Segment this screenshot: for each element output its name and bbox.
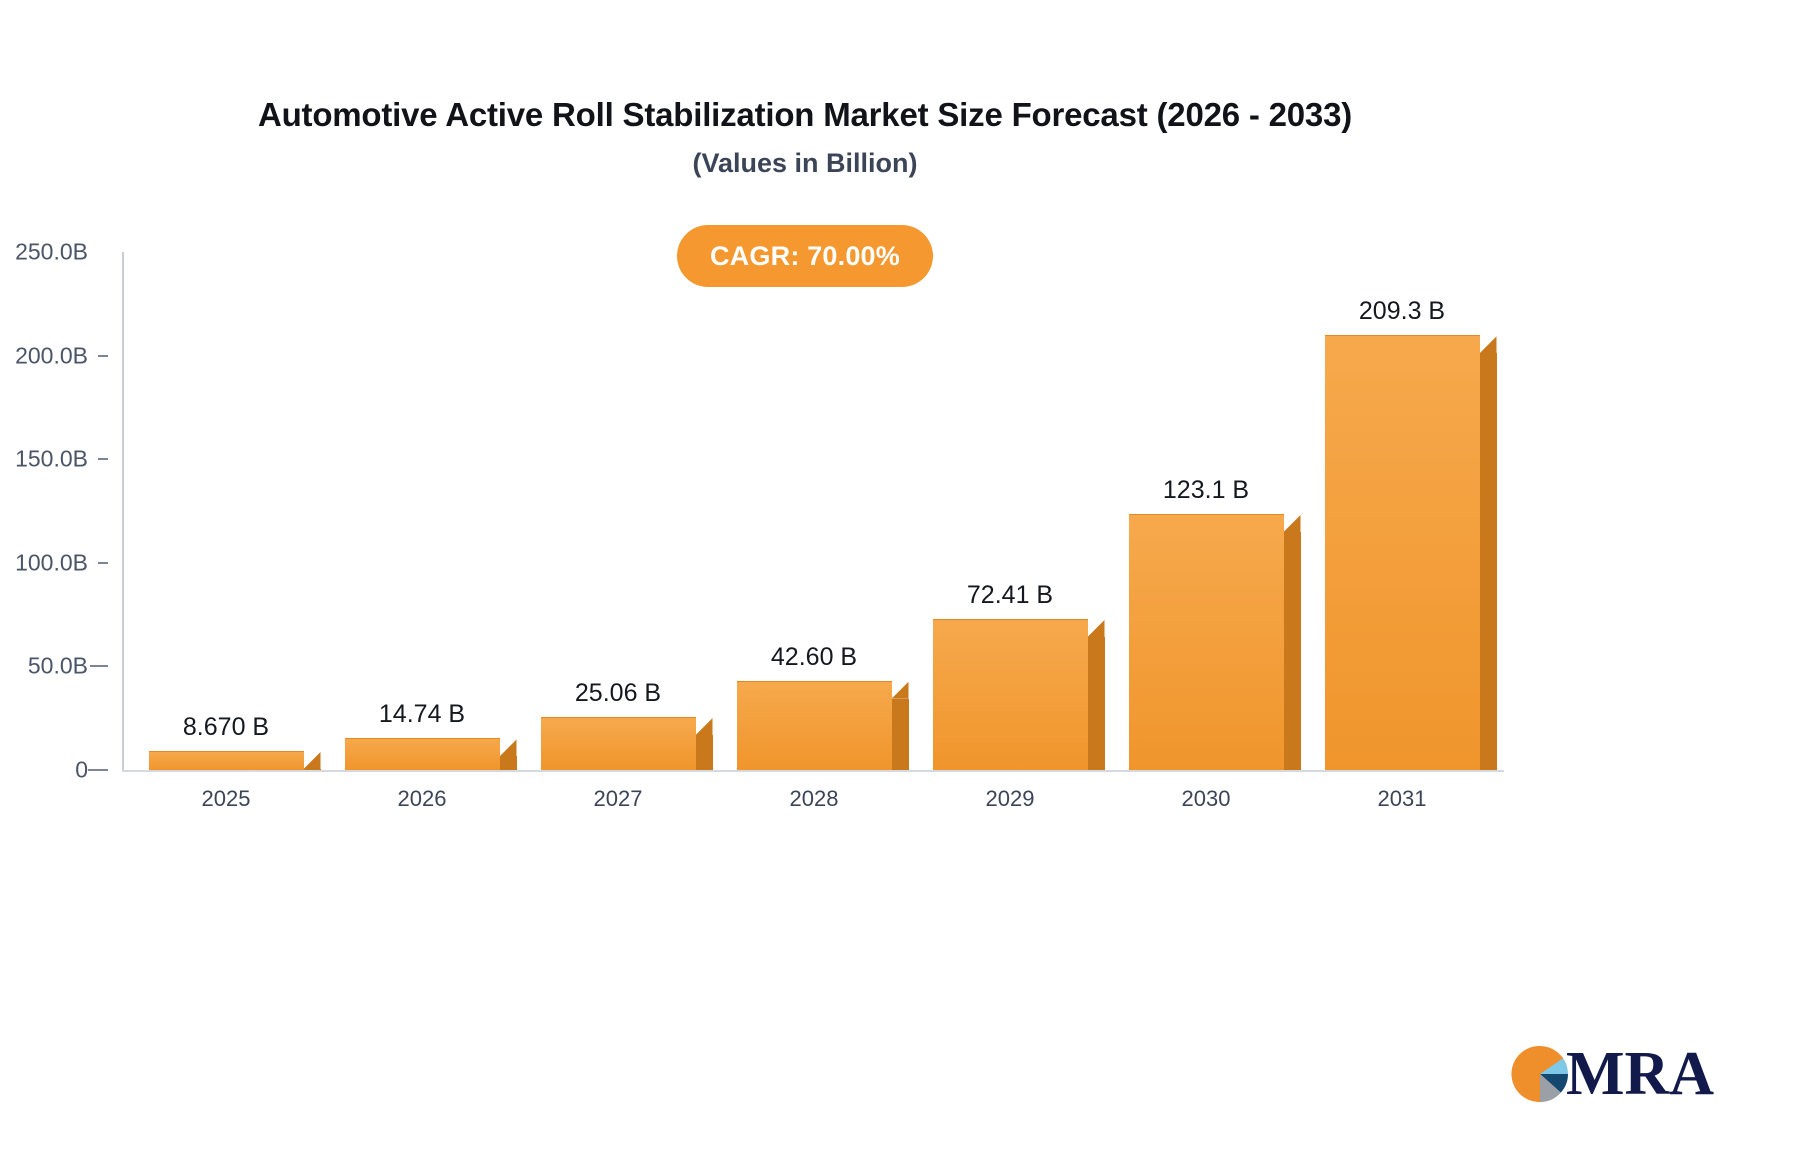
cagr-badge: CAGR: 70.00% xyxy=(677,225,933,287)
y-axis-tick-label: 0 xyxy=(75,756,88,783)
x-axis-tick-label-2028: 2028 xyxy=(789,786,839,811)
bar-2027[interactable]: 25.06 B xyxy=(540,679,713,770)
y-axis-tick xyxy=(98,458,108,461)
bar-2025[interactable]: 8.670 B xyxy=(148,713,321,770)
bar-front-face xyxy=(344,738,500,770)
bar-side-face xyxy=(303,769,321,770)
bar-2031[interactable]: 209.3 B xyxy=(1324,297,1497,770)
bar-2030[interactable]: 123.1 B xyxy=(1128,476,1301,770)
bar-side-face xyxy=(499,756,517,770)
mra-logo: MRA xyxy=(1508,1042,1714,1106)
x-axis-tick-label-2027: 2027 xyxy=(593,786,643,811)
bar-top-chamfer xyxy=(303,752,321,770)
bar-front-face xyxy=(540,717,696,770)
y-axis-line xyxy=(122,252,124,772)
title-block: Automotive Active Roll Stabilization Mar… xyxy=(0,96,1610,179)
bar-front-face xyxy=(1128,513,1284,770)
x-axis-tick-label-2025: 2025 xyxy=(201,786,251,811)
bar-side-face xyxy=(1283,531,1301,770)
y-axis-tick xyxy=(88,769,108,771)
bar-front-face xyxy=(932,618,1088,770)
bar-2026[interactable]: 14.74 B xyxy=(344,700,517,770)
y-axis-tick-label: 150.0B xyxy=(15,445,88,472)
y-axis-tick xyxy=(98,354,108,357)
bar-top-chamfer xyxy=(1283,514,1301,532)
bar-top-chamfer xyxy=(1479,336,1497,354)
bar-front-face xyxy=(736,680,892,770)
bar-front-face xyxy=(1324,335,1480,770)
bar-2029[interactable]: 72.41 B xyxy=(932,581,1105,770)
bar-top-chamfer xyxy=(499,739,517,757)
y-axis-tick-label: 200.0B xyxy=(15,342,88,369)
bar-value-label: 123.1 B xyxy=(1162,475,1250,504)
pie-chart-icon xyxy=(1511,1045,1568,1102)
x-axis-tick-label-2030: 2030 xyxy=(1181,786,1231,811)
bar-side-face xyxy=(1087,636,1105,770)
page-title: Automotive Active Roll Stabilization Mar… xyxy=(257,96,1353,133)
logo-wordmark: MRA xyxy=(1566,1040,1715,1108)
bar-value-label: 14.74 B xyxy=(378,700,466,729)
bar-value-label: 25.06 B xyxy=(574,679,662,708)
x-axis-tick-label-2031: 2031 xyxy=(1377,786,1427,811)
bar-2028[interactable]: 42.60 B xyxy=(736,643,909,770)
bar-side-face xyxy=(1479,353,1497,770)
y-axis-tick xyxy=(98,561,108,564)
bar-top-chamfer xyxy=(891,681,909,699)
x-axis-line xyxy=(122,770,1504,772)
x-axis-tick-label-2026: 2026 xyxy=(397,786,447,811)
bar-value-label: 42.60 B xyxy=(770,642,858,671)
bar-top-chamfer xyxy=(1087,619,1105,637)
y-axis-tick xyxy=(90,665,108,668)
bar-value-label: 72.41 B xyxy=(966,580,1054,609)
y-axis-tick-label: 250.0B xyxy=(15,238,88,265)
cagr-badge-label: CAGR: 70.00% xyxy=(710,240,900,271)
y-axis-tick-label: 50.0B xyxy=(27,652,88,679)
bar-front-face xyxy=(148,751,304,770)
bar-value-label: 8.670 B xyxy=(182,713,270,742)
bar-side-face xyxy=(891,698,909,770)
bar-top-chamfer xyxy=(695,718,713,736)
chart-subtitle: (Values in Billion) xyxy=(692,148,918,178)
x-axis-tick-label-2029: 2029 xyxy=(985,786,1035,811)
bar-value-label: 209.3 B xyxy=(1358,297,1446,326)
y-axis-tick-label: 100.0B xyxy=(15,549,88,576)
bar-side-face xyxy=(695,735,713,770)
